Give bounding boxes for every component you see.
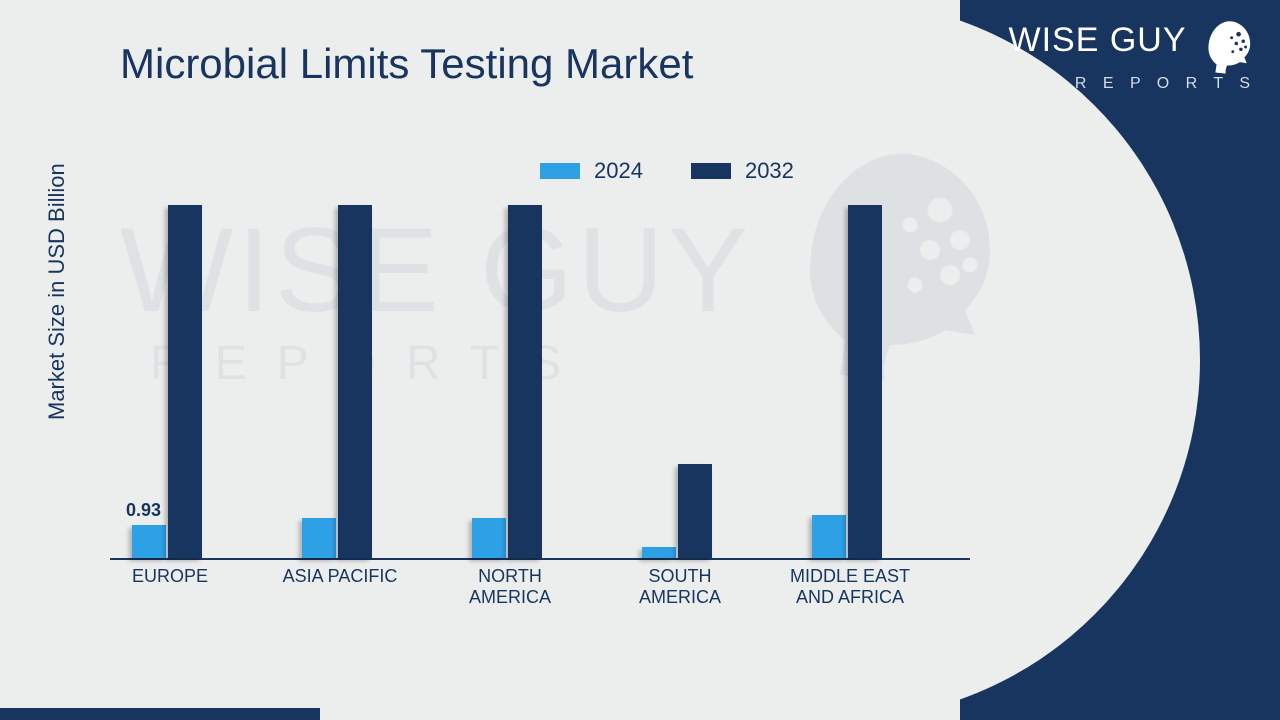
x-tick-label: NORTH AMERICA	[440, 566, 580, 607]
brand-line2: R E P O R T S	[1009, 76, 1256, 93]
legend-swatch-2032	[691, 163, 731, 179]
chart-title: Microbial Limits Testing Market	[120, 40, 693, 88]
x-tick-label: ASIA PACIFIC	[270, 566, 410, 587]
y-axis-label: Market Size in USD Billion	[44, 163, 70, 420]
x-axis-line	[110, 558, 970, 560]
x-tick-label: EUROPE	[100, 566, 240, 587]
x-tick-label: MIDDLE EAST AND AFRICA	[780, 566, 920, 607]
legend-label-2032: 2032	[745, 158, 794, 184]
bar-2032	[848, 205, 882, 558]
legend-label-2024: 2024	[594, 158, 643, 184]
plot-area: 0.93	[110, 200, 970, 560]
bar-2024	[642, 547, 676, 558]
legend-swatch-2024	[540, 163, 580, 179]
bar-2032	[678, 464, 712, 558]
bar-2024	[302, 518, 336, 558]
brand-head-icon	[1198, 18, 1256, 76]
legend-item-2024: 2024	[540, 158, 643, 184]
legend-item-2032: 2032	[691, 158, 794, 184]
x-tick-label: SOUTH AMERICA	[610, 566, 750, 607]
bar-value-label: 0.93	[126, 500, 161, 521]
bar-2024: 0.93	[132, 525, 166, 558]
bar-2032	[338, 205, 372, 558]
brand-logo: WISE GUY R E P O R T S	[1009, 18, 1256, 93]
bar-2032	[508, 205, 542, 558]
bar-2024	[812, 515, 846, 558]
legend: 2024 2032	[540, 158, 794, 184]
chart-card: WISE GUY R E P O R T S Microbial Limits …	[0, 0, 1280, 720]
bar-2024	[472, 518, 506, 558]
brand-line1: WISE GUY	[1009, 21, 1187, 59]
footer-accent-bar	[0, 708, 320, 720]
bar-2032	[168, 205, 202, 558]
